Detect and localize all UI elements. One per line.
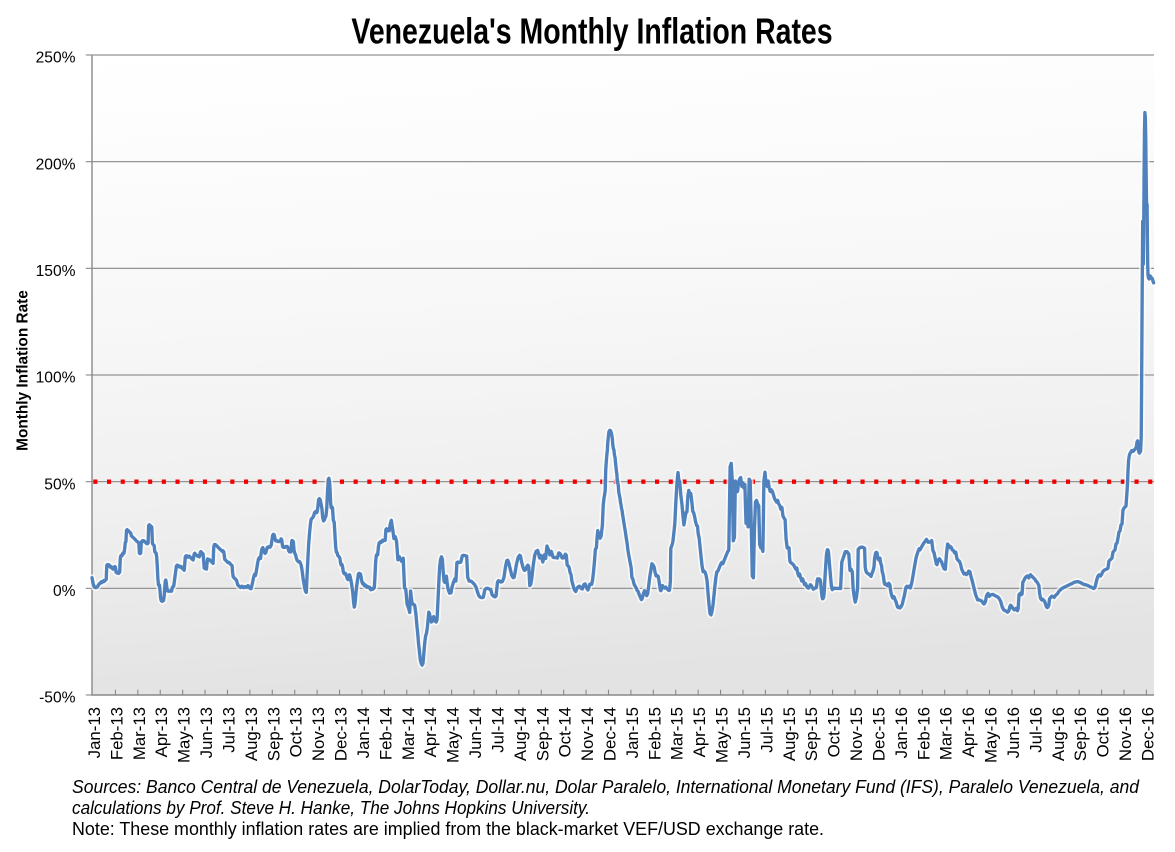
svg-text:200%: 200% bbox=[36, 156, 76, 173]
svg-text:Sep-16: Sep-16 bbox=[1071, 707, 1090, 761]
svg-text:Apr-15: Apr-15 bbox=[690, 707, 709, 757]
svg-text:Nov-16: Nov-16 bbox=[1116, 707, 1135, 761]
svg-text:Mar-14: Mar-14 bbox=[399, 707, 418, 760]
svg-text:Aug-14: Aug-14 bbox=[511, 707, 530, 761]
svg-text:Jun-16: Jun-16 bbox=[1004, 707, 1023, 758]
svg-text:Monthly Inflation Rate: Monthly Inflation Rate bbox=[15, 290, 32, 451]
svg-text:Jan-14: Jan-14 bbox=[354, 707, 373, 758]
svg-text:Oct-16: Oct-16 bbox=[1094, 707, 1113, 757]
svg-text:Jul-14: Jul-14 bbox=[488, 707, 507, 753]
svg-text:Nov-13: Nov-13 bbox=[309, 707, 328, 761]
svg-text:Jun-15: Jun-15 bbox=[735, 707, 754, 758]
svg-text:Jul-15: Jul-15 bbox=[757, 707, 776, 753]
svg-text:Feb-16: Feb-16 bbox=[914, 707, 933, 760]
svg-text:Jan-15: Jan-15 bbox=[623, 707, 642, 758]
svg-text:Dec-16: Dec-16 bbox=[1138, 707, 1157, 761]
svg-text:Aug-15: Aug-15 bbox=[780, 707, 799, 761]
svg-text:Feb-13: Feb-13 bbox=[107, 707, 126, 760]
svg-text:Oct-14: Oct-14 bbox=[556, 707, 575, 757]
svg-text:Sep-14: Sep-14 bbox=[533, 707, 552, 761]
svg-text:Feb-15: Feb-15 bbox=[645, 707, 664, 760]
svg-text:Jan-16: Jan-16 bbox=[892, 707, 911, 758]
svg-text:150%: 150% bbox=[36, 263, 76, 280]
svg-text:calculations by Prof. Steve H.: calculations by Prof. Steve H. Hanke, Th… bbox=[72, 798, 590, 818]
svg-text:Apr-16: Apr-16 bbox=[959, 707, 978, 757]
svg-text:Apr-13: Apr-13 bbox=[152, 707, 171, 757]
svg-text:Nov-15: Nov-15 bbox=[847, 707, 866, 761]
svg-text:Oct-15: Oct-15 bbox=[825, 707, 844, 757]
svg-text:Mar-13: Mar-13 bbox=[130, 707, 149, 760]
svg-text:Apr-14: Apr-14 bbox=[421, 707, 440, 757]
svg-text:Dec-15: Dec-15 bbox=[869, 707, 888, 761]
svg-text:Jan-13: Jan-13 bbox=[85, 707, 104, 758]
svg-text:0%: 0% bbox=[53, 583, 76, 600]
svg-text:Venezuela's Monthly Inflation: Venezuela's Monthly Inflation Rates bbox=[351, 10, 832, 51]
svg-text:-50%: -50% bbox=[39, 690, 76, 707]
svg-text:Mar-16: Mar-16 bbox=[937, 707, 956, 760]
svg-text:May-15: May-15 bbox=[713, 707, 732, 763]
svg-text:Jun-13: Jun-13 bbox=[197, 707, 216, 758]
svg-text:May-14: May-14 bbox=[444, 707, 463, 763]
svg-text:Jul-16: Jul-16 bbox=[1026, 707, 1045, 753]
svg-text:Note: These monthly inflation: Note: These monthly inflation rates are … bbox=[72, 819, 824, 839]
svg-text:Aug-13: Aug-13 bbox=[242, 707, 261, 761]
svg-text:Sep-13: Sep-13 bbox=[264, 707, 283, 761]
svg-text:Dec-13: Dec-13 bbox=[332, 707, 351, 761]
svg-text:Sep-15: Sep-15 bbox=[802, 707, 821, 761]
svg-text:Feb-14: Feb-14 bbox=[376, 707, 395, 760]
svg-text:250%: 250% bbox=[36, 50, 76, 67]
svg-text:May-16: May-16 bbox=[982, 707, 1001, 763]
svg-text:May-13: May-13 bbox=[175, 707, 194, 763]
svg-text:Sources: Banco Central de Vene: Sources: Banco Central de Venezuela, Dol… bbox=[72, 777, 1140, 797]
svg-text:Jul-13: Jul-13 bbox=[219, 707, 238, 753]
svg-text:Oct-13: Oct-13 bbox=[287, 707, 306, 757]
svg-text:Nov-14: Nov-14 bbox=[578, 707, 597, 761]
svg-text:Jun-14: Jun-14 bbox=[466, 707, 485, 758]
svg-text:Dec-14: Dec-14 bbox=[601, 707, 620, 761]
svg-text:Aug-16: Aug-16 bbox=[1049, 707, 1068, 761]
svg-text:100%: 100% bbox=[36, 370, 76, 387]
svg-text:50%: 50% bbox=[44, 476, 75, 493]
svg-text:Mar-15: Mar-15 bbox=[668, 707, 687, 760]
